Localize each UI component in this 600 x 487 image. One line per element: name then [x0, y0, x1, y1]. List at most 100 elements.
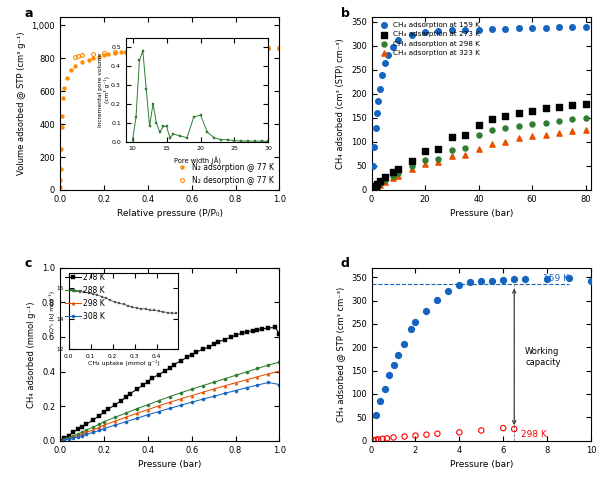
- 288 K: [265, 362, 272, 368]
- CH₄ adsorption at 273 K: [460, 131, 470, 139]
- Point: [385, 372, 394, 379]
- 308 K: [61, 437, 68, 443]
- 288 K: [243, 369, 250, 375]
- 278 K: [149, 375, 156, 381]
- CH₄ adsorption at 159 K: [514, 24, 524, 32]
- 298 K: [83, 430, 90, 435]
- CH₄ adsorption at 323 K: [500, 138, 510, 146]
- 298 K: [96, 425, 103, 431]
- CH₄ adsorption at 298 K: [370, 185, 379, 192]
- 278 K: [96, 413, 103, 419]
- N₂ desorption @ 77 K: [276, 45, 283, 51]
- Y-axis label: Volume adsorbed @ STP (cm³ g⁻¹): Volume adsorbed @ STP (cm³ g⁻¹): [17, 32, 26, 175]
- N₂ desorption @ 77 K: [79, 52, 86, 58]
- CH₄ adsorption at 298 K: [500, 124, 510, 131]
- N₂ desorption @ 77 K: [199, 46, 206, 52]
- N₂ adsorption @ 77 K: [104, 51, 112, 57]
- N₂ adsorption @ 77 K: [199, 46, 206, 52]
- 308 K: [56, 438, 64, 444]
- Point: [410, 318, 420, 325]
- 298 K: [210, 386, 217, 392]
- N₂ adsorption @ 77 K: [166, 47, 173, 53]
- CH₄ adsorption at 323 K: [447, 152, 457, 160]
- Point: [520, 275, 530, 283]
- N₂ desorption @ 77 K: [177, 46, 184, 52]
- 278 K: [170, 362, 178, 368]
- 298 K: [100, 422, 107, 428]
- CH₄ adsorption at 273 K: [514, 109, 524, 117]
- Point: [382, 434, 392, 442]
- CH₄ adsorption at 323 K: [388, 174, 398, 182]
- 298 K: [65, 435, 73, 441]
- CH₄ adsorption at 159 K: [527, 24, 537, 32]
- 298 K: [265, 371, 272, 377]
- N₂ adsorption @ 77 K: [155, 47, 163, 53]
- N₂ desorption @ 77 K: [265, 45, 272, 51]
- 298 K: [111, 418, 118, 424]
- 308 K: [100, 426, 107, 431]
- N₂ desorption @ 77 K: [111, 50, 118, 56]
- CH₄ adsorption at 159 K: [434, 28, 443, 36]
- Point: [466, 279, 475, 286]
- CH₄ adsorption at 298 K: [407, 162, 416, 170]
- 288 K: [74, 431, 81, 437]
- CH₄ adsorption at 273 K: [420, 147, 430, 154]
- N₂ adsorption @ 77 K: [243, 45, 250, 51]
- 298 K: [155, 403, 163, 409]
- N₂ adsorption @ 77 K: [100, 52, 107, 58]
- 298 K: [89, 427, 97, 433]
- CH₄ adsorption at 159 K: [370, 143, 379, 150]
- 288 K: [254, 366, 261, 372]
- CH₄ adsorption at 273 K: [368, 185, 378, 193]
- N₂ adsorption @ 77 K: [59, 95, 67, 101]
- 298 K: [122, 414, 130, 420]
- 308 K: [177, 402, 184, 408]
- N₂ adsorption @ 77 K: [118, 50, 125, 56]
- CH₄ adsorption at 298 K: [388, 172, 398, 180]
- N₂ adsorption @ 77 K: [210, 46, 217, 52]
- 308 K: [155, 409, 163, 414]
- CH₄ adsorption at 298 K: [460, 144, 470, 151]
- 288 K: [210, 379, 217, 385]
- Point: [586, 277, 596, 285]
- 288 K: [166, 393, 173, 399]
- 298 K: [56, 438, 64, 444]
- Legend: CH₄ adsorption at 159 K, CH₄ adsorption at 273 K, CH₄ adsorption at 298 K, CH₄ a: CH₄ adsorption at 159 K, CH₄ adsorption …: [375, 20, 482, 57]
- CH₄ adsorption at 159 K: [420, 29, 430, 37]
- Point: [393, 351, 403, 359]
- Y-axis label: CH₄ adsorbed @ STP (cm³ cm⁻³): CH₄ adsorbed @ STP (cm³ cm⁻³): [336, 287, 345, 422]
- 308 K: [276, 382, 283, 388]
- 288 K: [232, 373, 239, 378]
- 308 K: [210, 393, 217, 399]
- 308 K: [111, 422, 118, 428]
- CH₄ adsorption at 273 K: [371, 182, 380, 190]
- Point: [499, 424, 508, 432]
- 308 K: [83, 431, 90, 437]
- N₂ adsorption @ 77 K: [58, 146, 65, 152]
- X-axis label: Relative pressure (P/P₀): Relative pressure (P/P₀): [117, 209, 223, 218]
- 278 K: [140, 382, 147, 388]
- 288 K: [133, 406, 140, 412]
- 288 K: [83, 427, 90, 433]
- 308 K: [65, 436, 73, 442]
- CH₄ adsorption at 298 K: [380, 176, 390, 184]
- 278 K: [61, 435, 68, 441]
- CH₄ adsorption at 298 K: [527, 120, 537, 128]
- N₂ desorption @ 77 K: [243, 45, 250, 51]
- CH₄ adsorption at 323 K: [368, 186, 378, 193]
- CH₄ adsorption at 323 K: [375, 181, 385, 189]
- 278 K: [70, 429, 77, 435]
- N₂ adsorption @ 77 K: [265, 45, 272, 51]
- N₂ adsorption @ 77 K: [56, 184, 64, 189]
- 298 K: [276, 368, 283, 374]
- Text: d: d: [341, 258, 350, 270]
- N₂ adsorption @ 77 K: [111, 50, 118, 56]
- 278 K: [243, 329, 250, 335]
- CH₄ adsorption at 273 K: [447, 133, 457, 141]
- N₂ adsorption @ 77 K: [133, 48, 140, 54]
- CH₄ adsorption at 159 K: [487, 25, 497, 33]
- Point: [433, 296, 442, 303]
- 288 K: [100, 419, 107, 425]
- 278 K: [206, 344, 213, 350]
- 278 K: [56, 438, 64, 444]
